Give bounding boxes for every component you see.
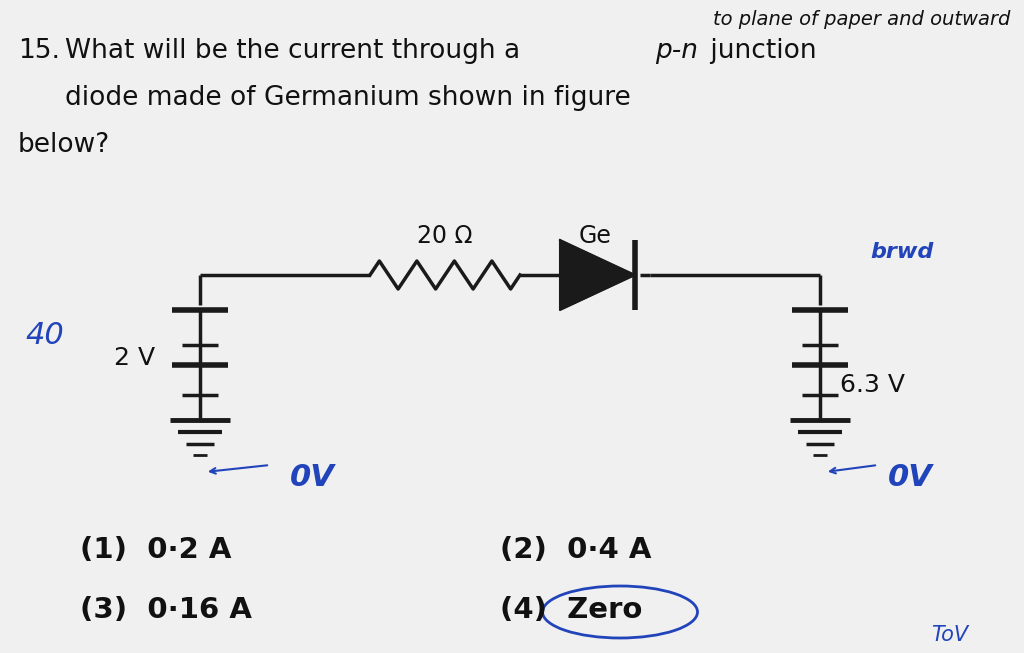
Text: 6.3 V: 6.3 V — [840, 373, 905, 397]
Text: 0V: 0V — [290, 464, 335, 492]
Text: brwd: brwd — [870, 242, 933, 262]
Text: 20 Ω: 20 Ω — [417, 224, 473, 248]
Text: below?: below? — [18, 132, 111, 158]
Text: 2 V: 2 V — [114, 346, 155, 370]
Text: (2)  0·4 A: (2) 0·4 A — [500, 536, 651, 564]
Text: to plane of paper and outward: to plane of paper and outward — [713, 10, 1010, 29]
Text: (4)  Zero: (4) Zero — [500, 596, 642, 624]
Text: 0V: 0V — [888, 464, 933, 492]
Text: (3)  0·16 A: (3) 0·16 A — [80, 596, 252, 624]
Polygon shape — [560, 240, 635, 310]
Text: 40: 40 — [25, 321, 63, 349]
Text: junction: junction — [702, 38, 816, 64]
Text: p-n: p-n — [655, 38, 698, 64]
Text: 15.: 15. — [18, 38, 60, 64]
Text: (1)  0·2 A: (1) 0·2 A — [80, 536, 231, 564]
Text: diode made of Germanium shown in figure: diode made of Germanium shown in figure — [65, 85, 631, 111]
Text: What will be the current through a: What will be the current through a — [65, 38, 528, 64]
Text: Ge: Ge — [579, 224, 611, 248]
Text: ToV: ToV — [932, 625, 969, 645]
